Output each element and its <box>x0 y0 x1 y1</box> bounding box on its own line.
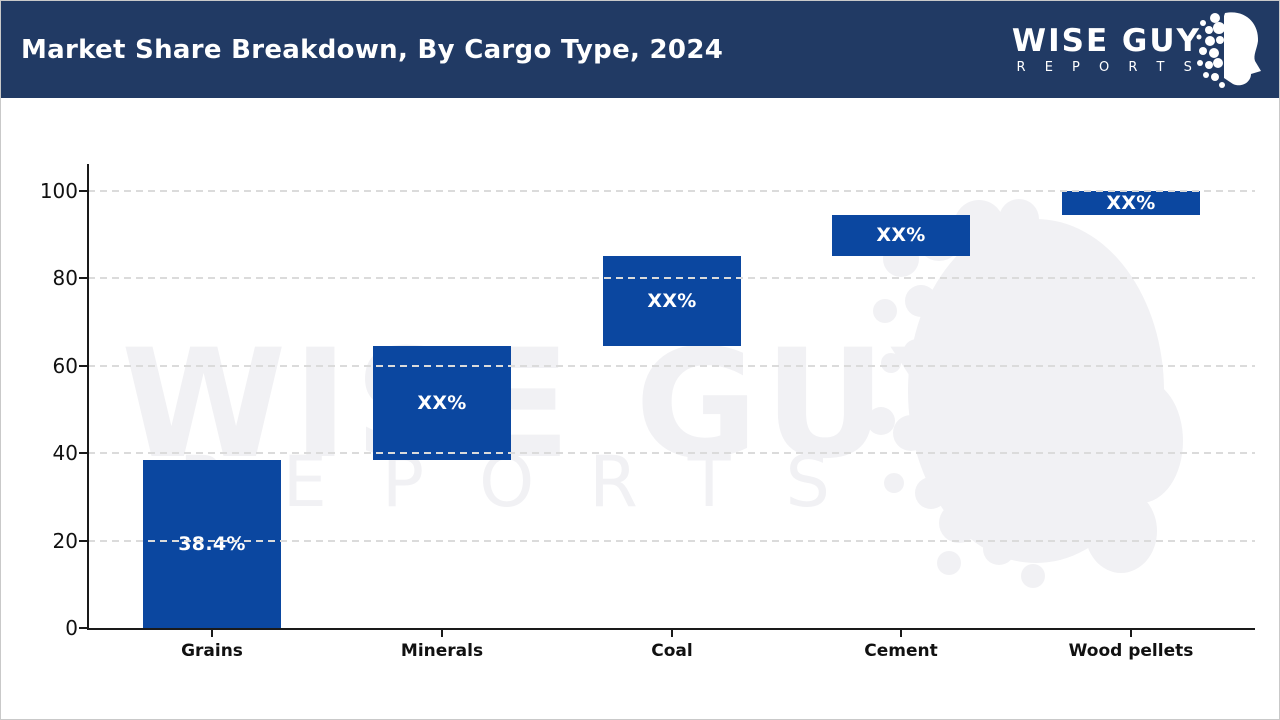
y-tick-mark <box>79 364 87 367</box>
x-tick-mark <box>671 630 673 637</box>
x-tick-mark <box>1130 630 1132 637</box>
y-tick-mark <box>79 189 87 192</box>
chart-title: Market Share Breakdown, By Cargo Type, 2… <box>21 34 724 65</box>
y-tick-mark <box>79 452 87 454</box>
x-category-label: Coal <box>651 641 693 661</box>
bar-grains: 38.4% <box>143 460 281 628</box>
bar-value-label: XX% <box>647 289 697 312</box>
y-tick-mark <box>79 539 87 542</box>
bar-value-label: 38.4% <box>178 533 246 555</box>
y-tick-label: 80 <box>52 266 78 290</box>
logo-wordmark: WISE GUY <box>1011 22 1201 59</box>
y-tick-label: 0 <box>65 616 78 640</box>
y-tick-mark <box>79 277 87 279</box>
x-category-label: Minerals <box>400 641 484 661</box>
bar-wood-pellets: XX% <box>1062 190 1200 215</box>
logo-subtitle: R E P O R T S <box>1016 59 1200 75</box>
x-tick-mark <box>211 630 213 637</box>
y-tick-label: 60 <box>52 353 78 378</box>
y-tick-mark <box>79 627 87 629</box>
logo-head-icon <box>1196 11 1261 88</box>
x-tick-mark <box>900 630 902 637</box>
x-tick-mark <box>441 630 443 637</box>
y-tick-label: 100 <box>39 178 78 203</box>
y-axis-spine <box>87 164 89 630</box>
x-category-label: Grains <box>181 641 243 661</box>
y-tick-label: 20 <box>52 528 78 553</box>
y-tick-label: 40 <box>52 441 78 465</box>
wiseguy-logo: WISE GUY R E P O R T S <box>1012 8 1265 92</box>
bar-coal: XX% <box>603 256 741 346</box>
x-axis-spine <box>87 628 1255 630</box>
header-bar: Market Share Breakdown, By Cargo Type, 2… <box>1 1 1279 98</box>
bar-value-label: XX% <box>417 392 467 415</box>
x-category-label: Cement <box>864 641 938 661</box>
logo-text: WISE GUY R E P O R T S <box>1011 22 1201 75</box>
bar-value-label: XX% <box>1106 191 1156 214</box>
x-category-label: Wood pellets <box>1068 641 1194 661</box>
